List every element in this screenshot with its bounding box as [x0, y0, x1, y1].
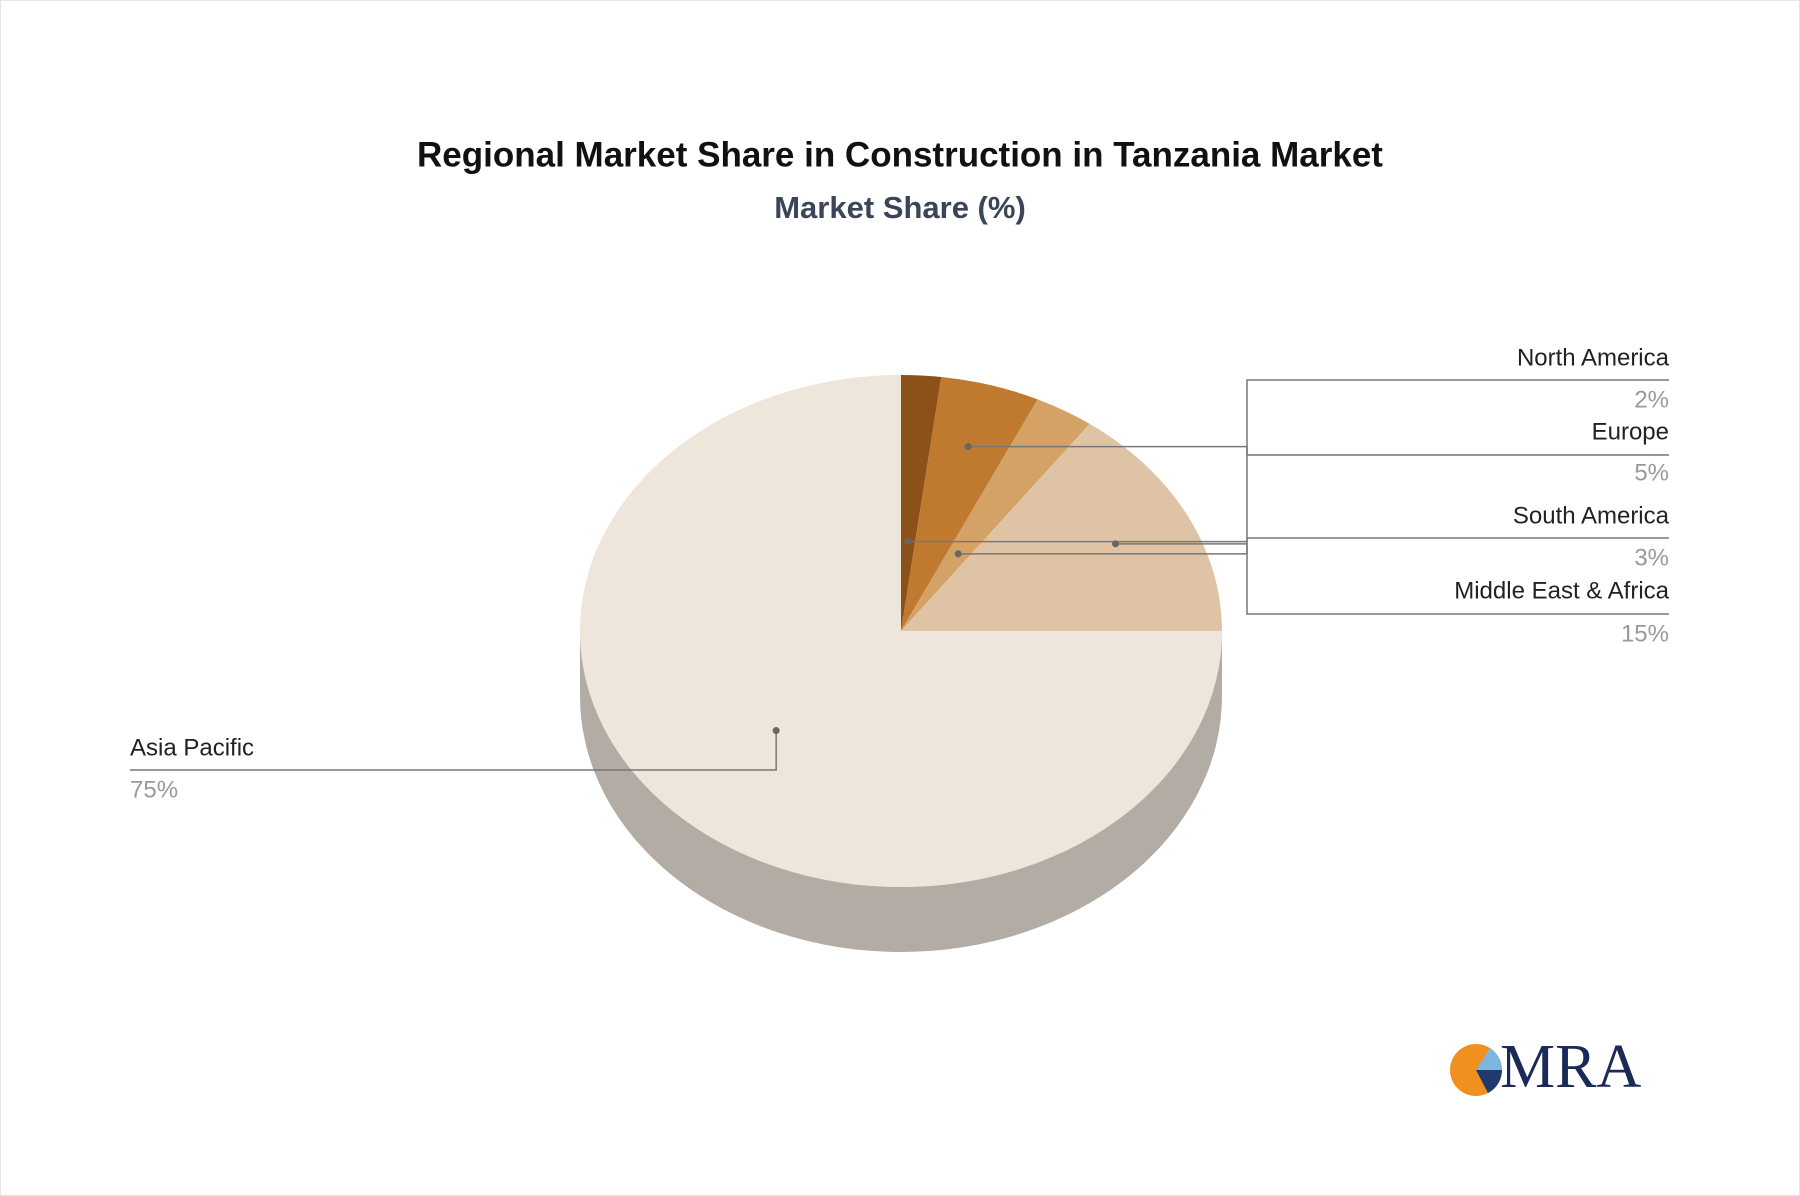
pie-slice	[901, 423, 1222, 631]
slice-label: South America	[1513, 502, 1670, 529]
pie-slice	[901, 375, 942, 631]
logo-segment	[1476, 1070, 1502, 1093]
chart-subtitle: Market Share (%)	[774, 190, 1026, 225]
leader-line	[968, 445, 1669, 456]
slice-value: 5%	[1634, 459, 1669, 486]
logo-segment	[1476, 1048, 1503, 1070]
pie-slice	[580, 375, 1222, 887]
logo: MRA	[1450, 1033, 1641, 1101]
pie-slice	[901, 399, 1090, 631]
slice-value: 75%	[130, 776, 178, 803]
slice-label: Europe	[1592, 418, 1669, 445]
leader-line	[130, 730, 777, 771]
slice-label: Middle East & Africa	[1454, 577, 1669, 604]
leader-dot	[1112, 540, 1120, 548]
leader-dot	[954, 550, 962, 558]
slice-value: 2%	[1634, 386, 1669, 413]
leader-dot	[904, 538, 912, 546]
slice-label: North America	[1517, 344, 1670, 371]
slice-value: 15%	[1621, 620, 1669, 647]
logo-text: MRA	[1500, 1033, 1641, 1101]
slice-label: Asia Pacific	[130, 734, 254, 761]
leader-dot	[964, 443, 972, 451]
slice-value: 3%	[1634, 544, 1669, 571]
pie-side	[580, 631, 1222, 952]
leader-line	[1115, 543, 1669, 615]
chart-title: Regional Market Share in Construction in…	[417, 135, 1383, 174]
leader-dot	[772, 727, 780, 735]
leader-line	[908, 379, 1669, 543]
pie-slice	[901, 377, 1038, 631]
